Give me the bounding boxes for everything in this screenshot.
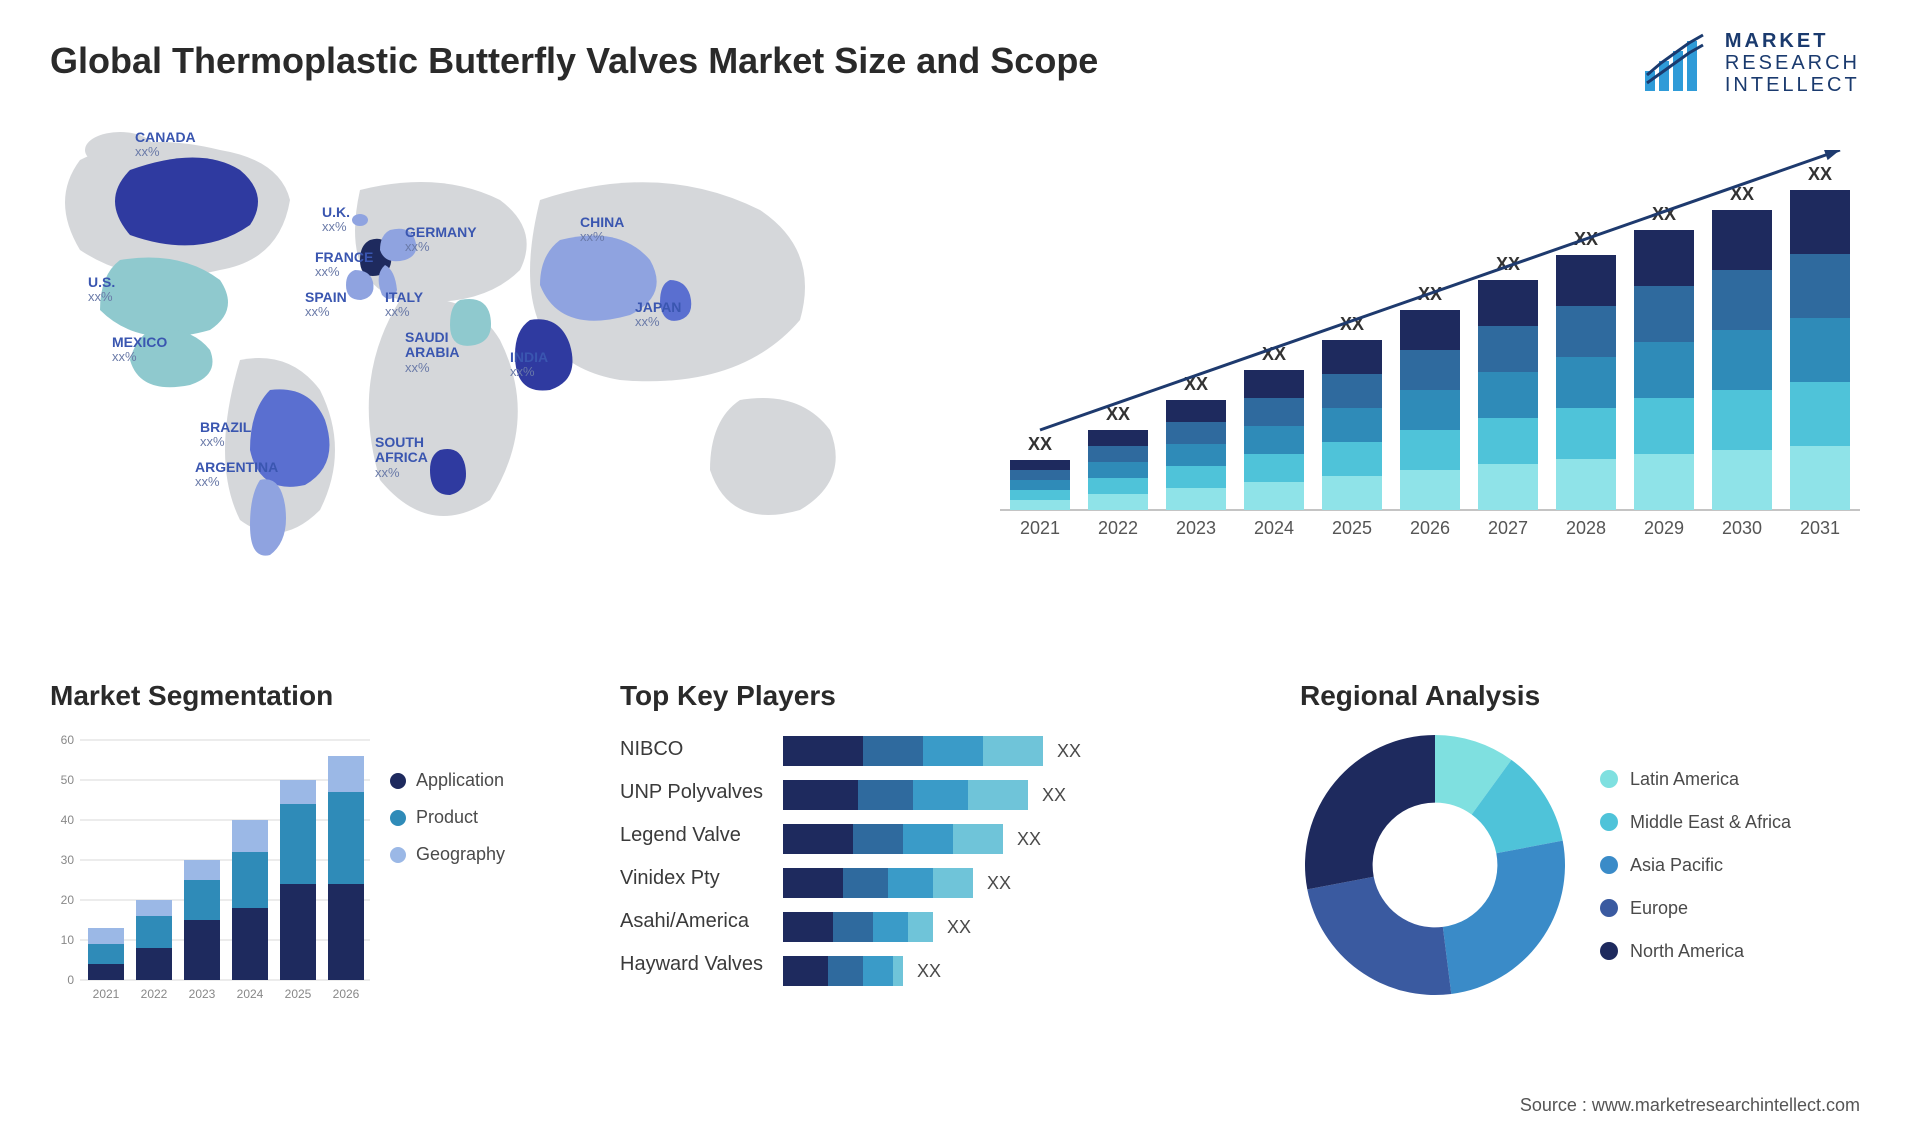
map-label: MEXICOxx%: [112, 335, 167, 365]
players-bar-chart: XX XX XX XX XX XX: [783, 736, 1081, 986]
map-label: GERMANYxx%: [405, 225, 477, 255]
svg-text:2028: 2028: [1566, 518, 1606, 538]
player-name: Asahi/America: [620, 910, 763, 933]
svg-text:60: 60: [61, 733, 75, 747]
map-label: SPAINxx%: [305, 290, 347, 320]
chart-bars-icon: [1643, 33, 1713, 93]
map-label: SAUDIARABIAxx%: [405, 330, 459, 375]
svg-text:10: 10: [61, 933, 75, 947]
map-label: CHINAxx%: [580, 215, 624, 245]
player-name: NIBCO: [620, 738, 763, 761]
segmentation-chart: 0 10 20 30 40 50 60 2021 2022 2023 2024 2025 2026: [50, 730, 370, 1010]
player-bar-row: XX: [783, 868, 1081, 898]
svg-text:2027: 2027: [1488, 518, 1528, 538]
svg-text:2025: 2025: [1332, 518, 1372, 538]
svg-text:2024: 2024: [1254, 518, 1294, 538]
player-bar-row: XX: [783, 780, 1081, 810]
players-names: NIBCO UNP Polyvalves Legend Valve Vinidex P…: [620, 738, 763, 986]
brand-logo: MARKET RESEARCH INTELLECT: [1643, 30, 1860, 96]
svg-text:2026: 2026: [333, 987, 360, 1001]
player-bar-row: XX: [783, 956, 1081, 986]
regional-section: Regional Analysis Latin America Middle Ea…: [1300, 680, 1860, 1000]
svg-text:2022: 2022: [1098, 518, 1138, 538]
player-bar-row: XX: [783, 824, 1081, 854]
legend-item: Latin America: [1600, 769, 1791, 790]
svg-text:2021: 2021: [1020, 518, 1060, 538]
segmentation-title: Market Segmentation: [50, 680, 570, 712]
svg-text:20: 20: [61, 893, 75, 907]
player-name: Vinidex Pty: [620, 867, 763, 890]
map-label: FRANCExx%: [315, 250, 373, 280]
segmentation-section: Market Segmentation 0 10 20 30 40 50 60 2021 202…: [50, 680, 570, 1010]
svg-text:2026: 2026: [1410, 518, 1450, 538]
player-bar-row: XX: [783, 912, 1081, 942]
regional-legend: Latin America Middle East & Africa Asia Pa…: [1600, 769, 1791, 962]
svg-text:2025: 2025: [285, 987, 312, 1001]
forecast-bar-chart: 2021XX2022XX2023XX2024XX2025XX2026XX2027…: [1000, 150, 1860, 550]
legend-item: Application: [390, 770, 505, 791]
legend-item: Middle East & Africa: [1600, 812, 1791, 833]
svg-text:2030: 2030: [1722, 518, 1762, 538]
svg-text:2022: 2022: [141, 987, 168, 1001]
brand-text: MARKET RESEARCH INTELLECT: [1725, 30, 1860, 96]
regional-donut-chart: [1300, 730, 1570, 1000]
map-label: JAPANxx%: [635, 300, 681, 330]
svg-text:2023: 2023: [1176, 518, 1216, 538]
svg-text:2031: 2031: [1800, 518, 1840, 538]
svg-text:0: 0: [67, 973, 74, 987]
map-south-africa: [430, 449, 466, 495]
world-map: CANADAxx% U.S.xx% MEXICOxx% BRAZILxx% ARGENT…: [40, 120, 920, 560]
svg-text:2021: 2021: [93, 987, 120, 1001]
svg-text:50: 50: [61, 773, 75, 787]
svg-text:2029: 2029: [1644, 518, 1684, 538]
legend-item: Europe: [1600, 898, 1791, 919]
svg-text:2024: 2024: [237, 987, 264, 1001]
player-name: Hayward Valves: [620, 953, 763, 976]
legend-item: Product: [390, 807, 505, 828]
svg-text:XX: XX: [1808, 164, 1832, 184]
map-label: U.S.xx%: [88, 275, 115, 305]
legend-item: Asia Pacific: [1600, 855, 1791, 876]
legend-item: North America: [1600, 941, 1791, 962]
regional-title: Regional Analysis: [1300, 680, 1860, 712]
map-label: CANADAxx%: [135, 130, 196, 160]
map-label: ARGENTINAxx%: [195, 460, 278, 490]
map-label: ITALYxx%: [385, 290, 423, 320]
svg-text:XX: XX: [1028, 434, 1052, 454]
svg-text:30: 30: [61, 853, 75, 867]
player-name: UNP Polyvalves: [620, 781, 763, 804]
map-label: SOUTHAFRICAxx%: [375, 435, 428, 480]
map-argentina: [250, 479, 286, 555]
player-bar-row: XX: [783, 736, 1081, 766]
page-title: Global Thermoplastic Butterfly Valves Ma…: [50, 40, 1098, 82]
source-text: Source : www.marketresearchintellect.com: [1520, 1095, 1860, 1116]
legend-item: Geography: [390, 844, 505, 865]
map-canada: [115, 158, 258, 246]
map-label: INDIAxx%: [510, 350, 548, 380]
svg-text:40: 40: [61, 813, 75, 827]
map-label: BRAZILxx%: [200, 420, 251, 450]
players-title: Top Key Players: [620, 680, 1260, 712]
svg-text:2023: 2023: [189, 987, 216, 1001]
players-section: Top Key Players NIBCO UNP Polyvalves Legen…: [620, 680, 1260, 986]
player-name: Legend Valve: [620, 824, 763, 847]
map-uk: [352, 214, 368, 226]
map-label: U.K.xx%: [322, 205, 350, 235]
segmentation-legend: Application Product Geography: [390, 770, 505, 1010]
